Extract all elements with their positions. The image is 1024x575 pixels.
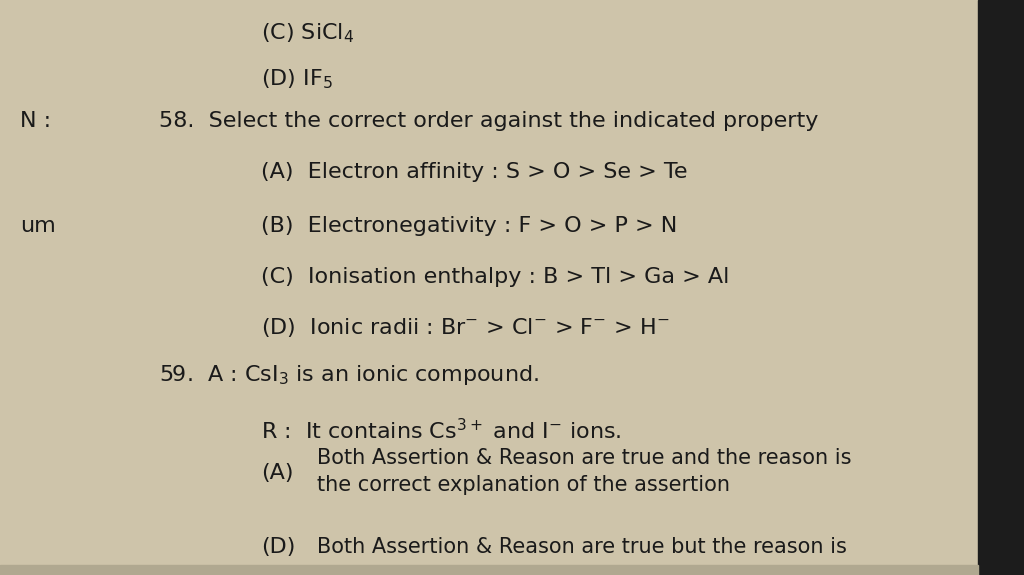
Text: um: um bbox=[20, 216, 56, 236]
Bar bbox=[978, 0, 1024, 575]
Text: Both Assertion & Reason are true and the reason is: Both Assertion & Reason are true and the… bbox=[317, 448, 852, 467]
Text: R :  It contains Cs$^{3+}$ and I$^{-}$ ions.: R : It contains Cs$^{3+}$ and I$^{-}$ io… bbox=[261, 417, 622, 443]
Text: 58.  Select the correct order against the indicated property: 58. Select the correct order against the… bbox=[159, 111, 818, 131]
Text: 59.  A : CsI$_3$ is an ionic compound.: 59. A : CsI$_3$ is an ionic compound. bbox=[159, 363, 539, 387]
Text: (A): (A) bbox=[261, 463, 294, 482]
Text: the correct explanation of the assertion: the correct explanation of the assertion bbox=[317, 476, 730, 495]
Text: (B)  Electronegativity : F > O > P > N: (B) Electronegativity : F > O > P > N bbox=[261, 216, 677, 236]
Text: (D) IF$_5$: (D) IF$_5$ bbox=[261, 67, 333, 91]
Text: (A)  Electron affinity : S > O > Se > Te: (A) Electron affinity : S > O > Se > Te bbox=[261, 163, 688, 182]
Text: (D): (D) bbox=[261, 538, 296, 557]
Text: (C) SiCl$_4$: (C) SiCl$_4$ bbox=[261, 21, 354, 45]
Text: (C)  Ionisation enthalpy : B > Tl > Ga > Al: (C) Ionisation enthalpy : B > Tl > Ga > … bbox=[261, 267, 729, 287]
Text: N :: N : bbox=[20, 111, 51, 131]
Text: (D)  Ionic radii : Br$^{-}$ > Cl$^{-}$ > F$^{-}$ > H$^{-}$: (D) Ionic radii : Br$^{-}$ > Cl$^{-}$ > … bbox=[261, 316, 670, 339]
Text: Both Assertion & Reason are true but the reason is: Both Assertion & Reason are true but the… bbox=[317, 538, 847, 557]
Bar bbox=[0, 565, 978, 575]
